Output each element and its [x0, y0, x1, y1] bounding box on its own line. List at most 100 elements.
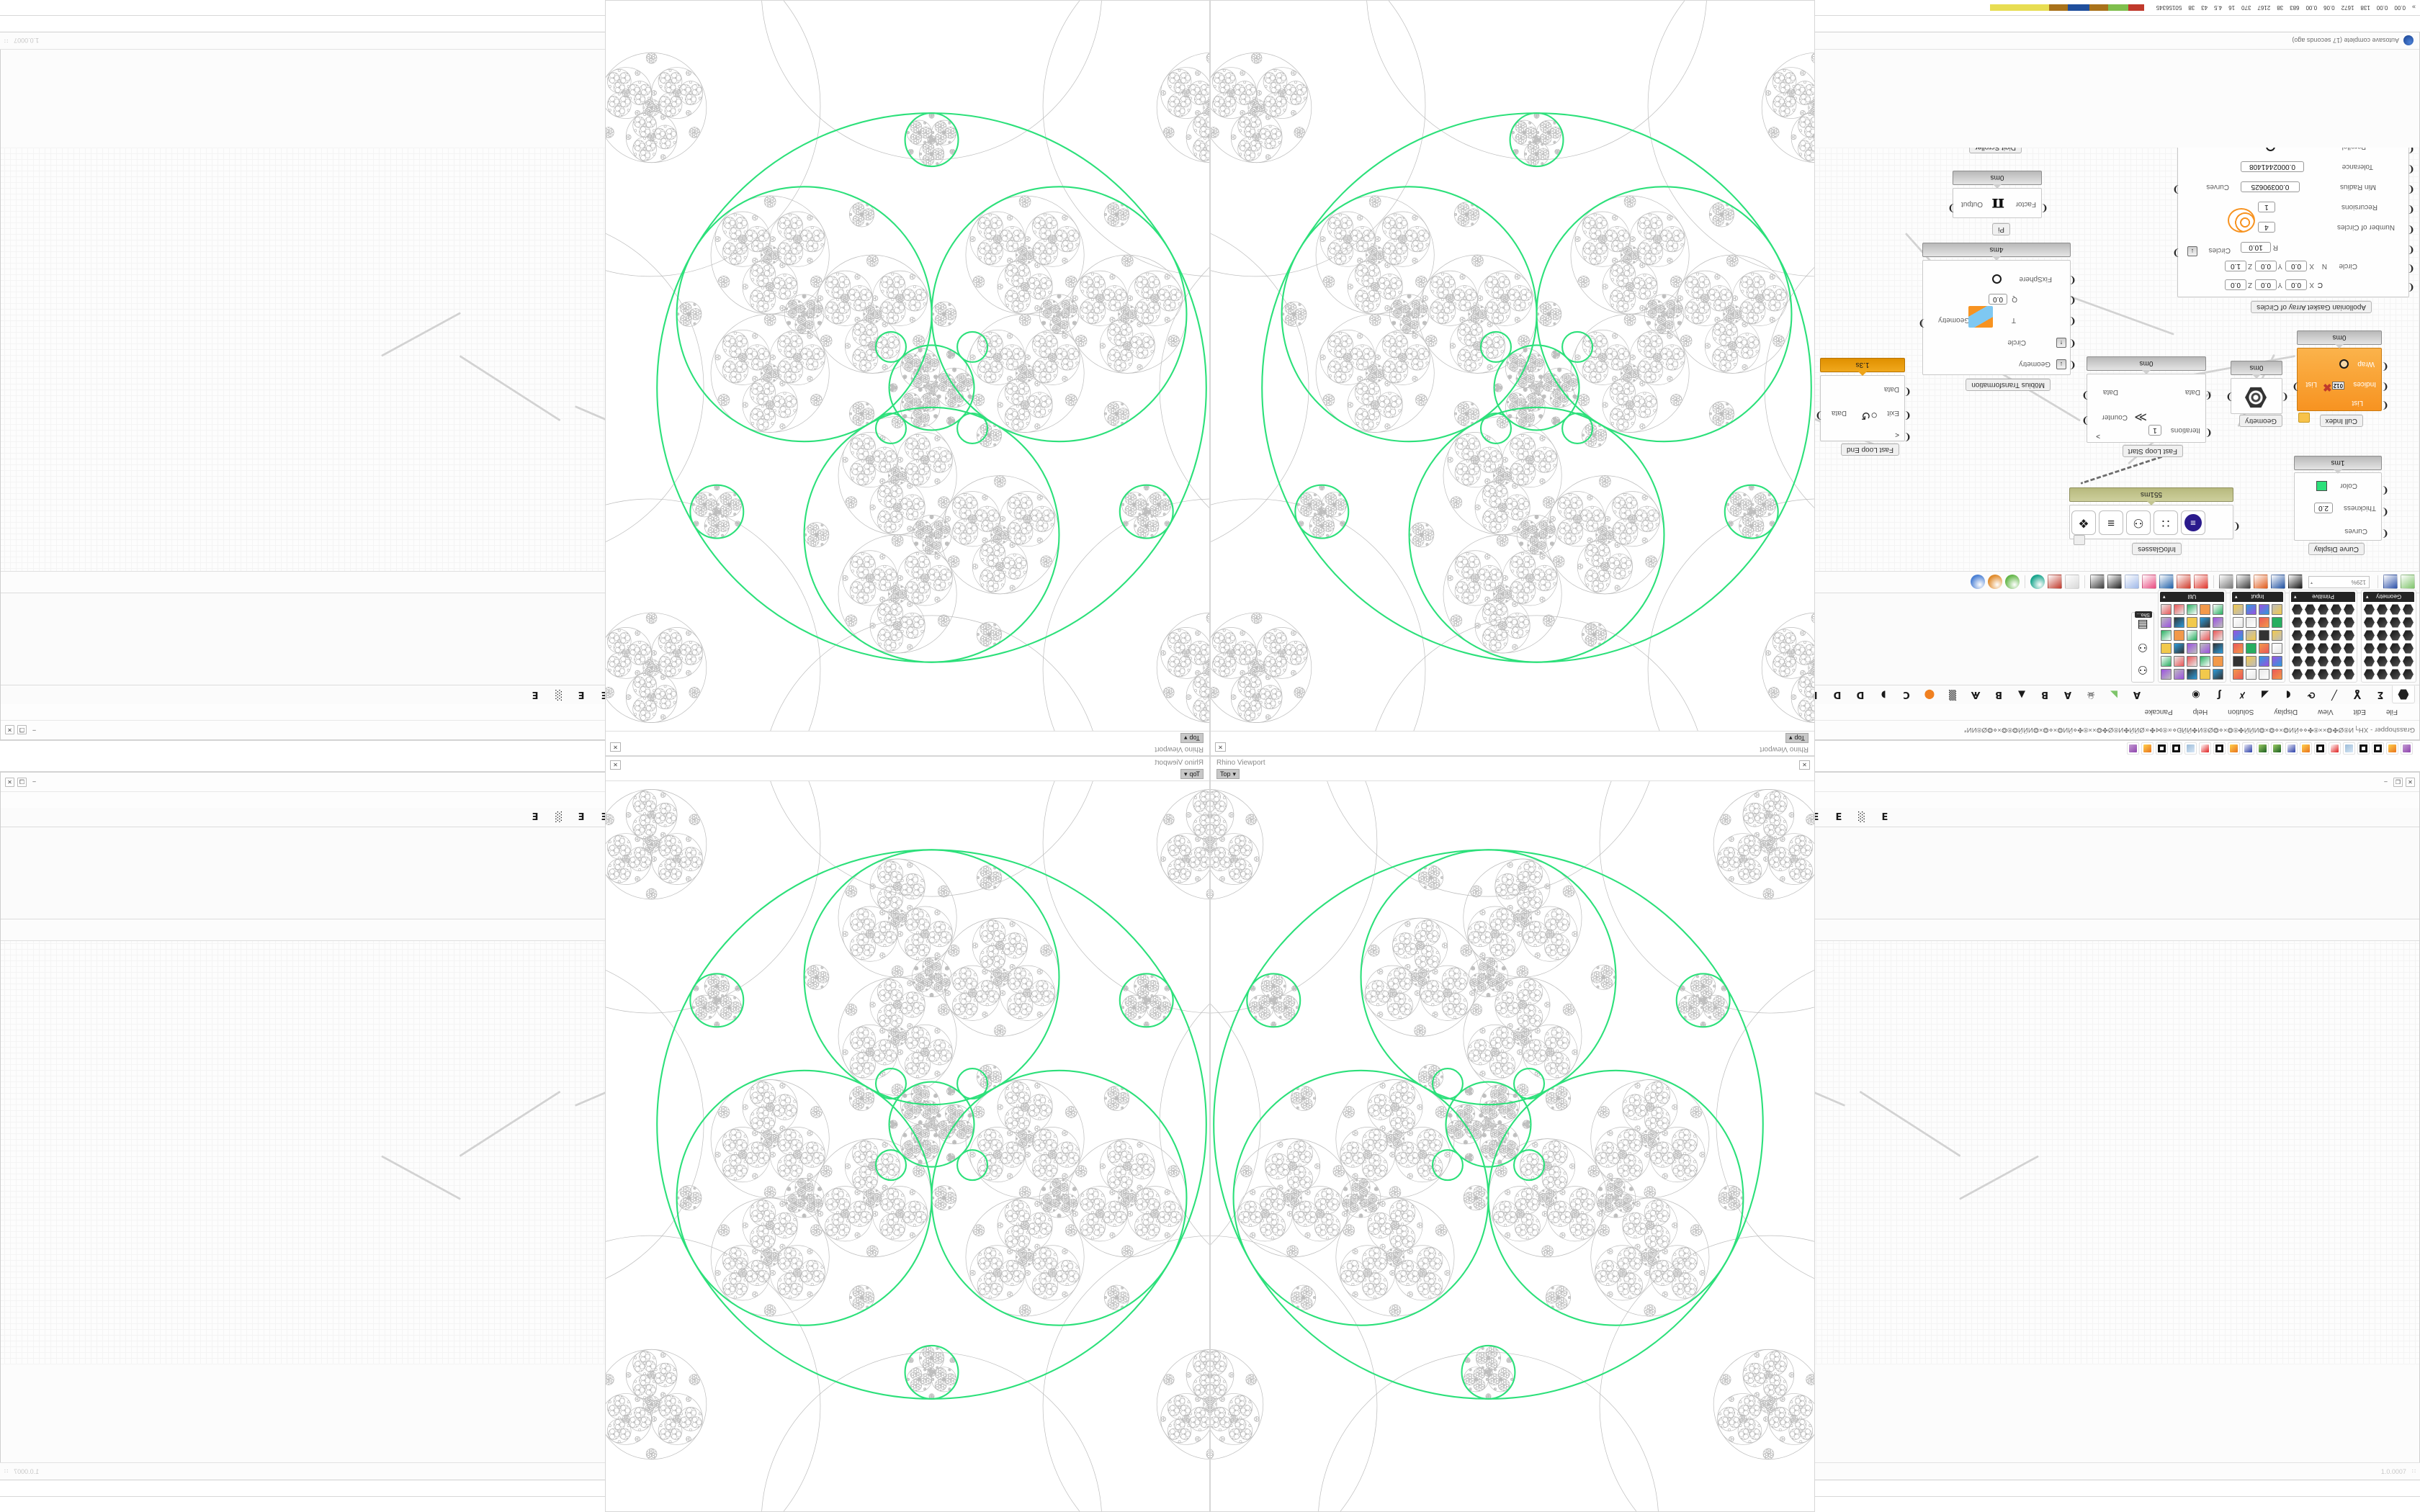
zoom-level-input[interactable]: 129% ▾ [2308, 576, 2370, 588]
wrap-toggle[interactable] [2339, 359, 2349, 369]
node-port[interactable]: ❨ [2281, 391, 2289, 402]
component-icon[interactable] [2402, 603, 2414, 616]
component-icon[interactable] [2363, 629, 2375, 642]
rhino-black-icon[interactable] [2314, 742, 2326, 755]
component-icon[interactable] [2271, 616, 2283, 629]
component-icon[interactable] [2258, 629, 2270, 642]
help-icon[interactable] [2142, 575, 2156, 590]
rhino-viewport[interactable]: Rhino Viewport Top ▾ ✕ [1210, 0, 1815, 756]
component-icon[interactable] [2304, 655, 2316, 667]
node-port[interactable]: ❨ [2040, 202, 2048, 213]
component-icon[interactable] [2186, 642, 2198, 654]
component-icon[interactable] [2291, 616, 2303, 629]
component-icon[interactable] [2199, 655, 2211, 667]
tab-plugin-e2-tab[interactable]: E [570, 809, 593, 827]
firefox-icon[interactable] [2386, 742, 2398, 755]
component-icon[interactable] [2245, 655, 2257, 667]
component-icon[interactable] [2304, 616, 2316, 629]
ribbon-overflow-group[interactable]: ⚇⚇▤Sho... [2131, 611, 2154, 683]
component-icon[interactable] [2389, 603, 2401, 616]
node-port[interactable]: ❨ [2381, 485, 2389, 495]
component-icon[interactable] [2245, 668, 2257, 680]
close-button[interactable]: ✕ [2406, 777, 2415, 787]
component-icon[interactable] [2402, 616, 2414, 629]
circles-flatten-toggle[interactable]: ↓ [2187, 246, 2197, 256]
component-icon[interactable] [2304, 642, 2316, 654]
component-icon[interactable] [2317, 616, 2329, 629]
ribbon-group-geometry[interactable]: Geometry▾ [2361, 590, 2416, 683]
component-icon[interactable] [2389, 668, 2401, 680]
component-icon[interactable] [2291, 655, 2303, 667]
component-icon[interactable] [2258, 616, 2270, 629]
component-icon[interactable] [2330, 603, 2342, 616]
tab-plugin-grid-tab[interactable]: ▒ [1941, 685, 1964, 703]
component-icon[interactable] [2173, 642, 2185, 654]
rhino-maze-icon[interactable] [2156, 742, 2168, 755]
window-controls[interactable]: – ❐ ✕ [5, 777, 39, 787]
tab-intersect-tab[interactable]: ✗ [2231, 685, 2254, 703]
node-caption-cull-index[interactable]: Cull Index [2319, 415, 2363, 427]
component-icon[interactable] [2389, 629, 2401, 642]
component-icon[interactable] [2212, 629, 2224, 642]
cy-field[interactable]: 0.0 [2255, 279, 2277, 290]
component-icon[interactable] [2343, 616, 2355, 629]
document-icon[interactable] [2177, 575, 2191, 590]
node-port[interactable]: ❩ [2226, 391, 2233, 402]
component-icon[interactable] [2212, 642, 2224, 654]
ribbon-group-input[interactable]: Input▾ [2230, 590, 2285, 683]
component-icon[interactable] [2271, 603, 2283, 616]
component-icon[interactable] [2330, 655, 2342, 667]
node-port[interactable]: ❩ [2081, 390, 2089, 400]
search-icon[interactable] [2159, 575, 2174, 590]
tab-plugin-e-tab[interactable]: E [1804, 809, 1827, 827]
resize-grip[interactable]: ∷ [5, 1468, 8, 1475]
node-port[interactable]: ❩ [1918, 318, 1926, 328]
ribbon-group-primitive[interactable]: Primitive▾ [2289, 590, 2357, 683]
min-radius-field[interactable]: 0.00390625 [2241, 181, 2300, 192]
component-icon[interactable] [2376, 668, 2388, 680]
minimize-button[interactable]: – [30, 726, 39, 735]
component-icon[interactable] [2389, 642, 2401, 654]
component-icon[interactable] [2376, 655, 2388, 667]
node-port[interactable]: ❨ [2205, 390, 2213, 400]
component-icon[interactable] [2304, 668, 2316, 680]
r-field[interactable]: 10.0 [2241, 242, 2271, 253]
menu-item-view[interactable]: View [2308, 708, 2344, 716]
tab-plugin-b2-tab[interactable]: B [1987, 685, 2010, 703]
component-icon[interactable] [2199, 642, 2211, 654]
preview-off-icon[interactable] [2048, 575, 2062, 590]
component-icon[interactable] [2160, 603, 2172, 616]
bake-icon[interactable] [2254, 575, 2268, 590]
resize-grip[interactable]: ∷ [2412, 1468, 2416, 1475]
component-icon[interactable] [2160, 655, 2172, 667]
node-port[interactable]: ❨ [2407, 163, 2415, 174]
component-icon[interactable] [2402, 655, 2414, 667]
node-port[interactable]: ❩ [1815, 410, 1823, 420]
recursions-field[interactable]: 1 [2258, 202, 2275, 212]
tab-plugin-e3-tab[interactable]: E [1873, 809, 1896, 827]
minimize-button[interactable]: – [2381, 778, 2390, 787]
component-icon[interactable] [2245, 603, 2257, 616]
list-icon[interactable]: ≡ [2181, 510, 2205, 535]
grid-icon[interactable]: ∷ [2154, 510, 2178, 535]
tab-plugin-dither-tab[interactable]: ░ [547, 809, 570, 827]
component-icon[interactable] [2258, 603, 2270, 616]
component-icon[interactable] [2402, 642, 2414, 654]
puzzle-icon[interactable]: ❖ [2071, 510, 2096, 535]
viewport-close-button[interactable]: ✕ [1799, 760, 1810, 770]
node-port[interactable]: ❨ [2069, 315, 2076, 326]
chevron-down-icon[interactable]: ▾ [2235, 594, 2238, 600]
blue-sphere-icon[interactable] [1971, 575, 1985, 590]
rhino-viewport[interactable]: Rhino Viewport Top ▾ ✕ [605, 756, 1210, 1512]
menu-item-edit[interactable]: Edit [2344, 708, 2376, 716]
component-icon[interactable] [2291, 642, 2303, 654]
menu-item-help[interactable]: Help [2183, 708, 2218, 716]
component-icon[interactable] [2173, 616, 2185, 629]
preview-wire-icon[interactable] [2065, 575, 2079, 590]
component-icon[interactable] [2376, 616, 2388, 629]
menu-item-file[interactable]: File [2376, 708, 2408, 716]
component-icon[interactable] [2363, 668, 2375, 680]
node-caption-geometry[interactable]: Geometry [2239, 415, 2282, 427]
component-icon[interactable] [2258, 668, 2270, 680]
component-icon[interactable] [2330, 629, 2342, 642]
